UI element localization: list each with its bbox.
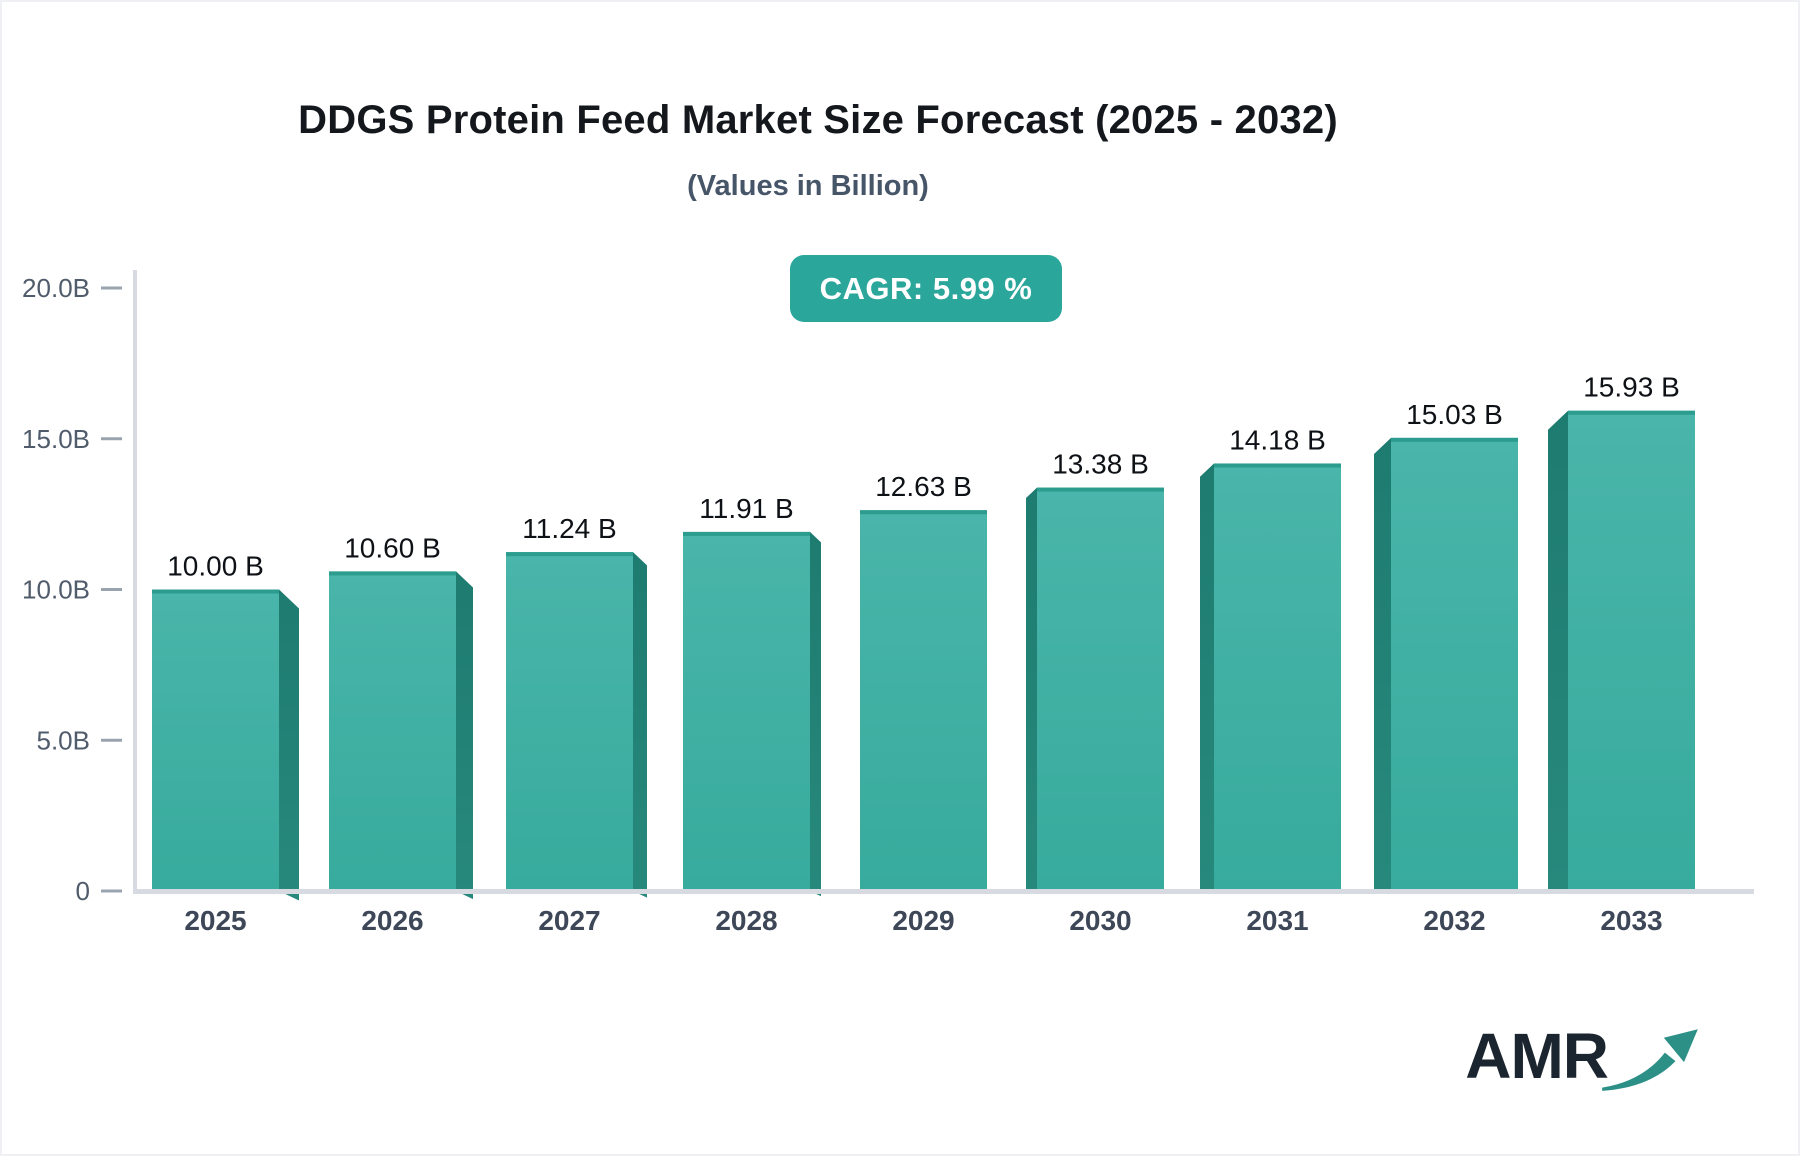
bar-top-edge [506, 552, 633, 557]
bar-face [1568, 410, 1695, 891]
bar-face [1037, 487, 1164, 891]
x-axis-label: 2029 [892, 905, 954, 936]
y-axis-label: 0 [76, 876, 90, 906]
bar-face [329, 571, 456, 891]
y-axis-label: 15.0B [22, 424, 90, 454]
chart-subtitle: (Values in Billion) [687, 170, 929, 202]
x-axis-label: 2030 [1069, 905, 1131, 936]
x-axis-label: 2027 [538, 905, 600, 936]
x-axis-label: 2025 [184, 905, 246, 936]
x-axis-label: 2028 [715, 905, 777, 936]
cagr-badge: CAGR: 5.99 % [790, 255, 1062, 322]
bar-top-edge [683, 531, 810, 536]
y-axis-label: 10.0B [22, 575, 90, 605]
bar-face [152, 589, 279, 891]
y-axis-label: 20.0B [22, 273, 90, 303]
bar-value-label: 12.63 B [875, 471, 972, 502]
bar-value-label: 15.93 B [1583, 372, 1680, 403]
cagr-badge-label: CAGR: 5.99 % [819, 270, 1033, 306]
x-axis-label: 2026 [361, 905, 423, 936]
bar-side [1548, 410, 1568, 891]
bar-value-label: 11.24 B [522, 513, 616, 544]
bar-side [1026, 487, 1037, 891]
x-axis-label: 2032 [1423, 905, 1485, 936]
bar-side [633, 552, 647, 898]
bar-face [1391, 437, 1518, 891]
bar-side [456, 571, 473, 900]
x-axis-label: 2031 [1246, 905, 1308, 936]
bar-face [683, 531, 810, 891]
amr-logo: AMR [1465, 1024, 1698, 1094]
bar-value-label: 14.18 B [1229, 424, 1326, 455]
bar-top-edge [329, 571, 456, 576]
bar-side [810, 531, 821, 897]
bar-top-edge [1214, 463, 1341, 468]
bar-side [1374, 437, 1391, 891]
bar-top-edge [152, 589, 279, 594]
bar-top-edge [860, 510, 987, 515]
bar-face [1214, 463, 1341, 891]
bar-value-label: 11.91 B [699, 493, 793, 524]
x-axis-label: 2033 [1600, 905, 1662, 936]
bar-top-edge [1391, 437, 1518, 442]
bar-side [279, 589, 299, 901]
bar-face [506, 552, 633, 891]
bar-value-label: 13.38 B [1052, 449, 1149, 480]
amr-logo-text: AMR [1465, 1020, 1609, 1092]
chart-title: DDGS Protein Feed Market Size Forecast (… [298, 98, 1338, 142]
bar-value-label: 15.03 B [1406, 399, 1503, 430]
growth-arrow-icon [1602, 1029, 1698, 1091]
bar-value-label: 10.00 B [167, 551, 264, 582]
bar-face [860, 510, 987, 891]
bar-top-edge [1037, 487, 1164, 492]
bar-top-edge [1568, 410, 1695, 415]
bar-side [1200, 463, 1214, 891]
bar-value-label: 10.60 B [344, 532, 441, 563]
y-axis-label: 5.0B [37, 725, 91, 755]
